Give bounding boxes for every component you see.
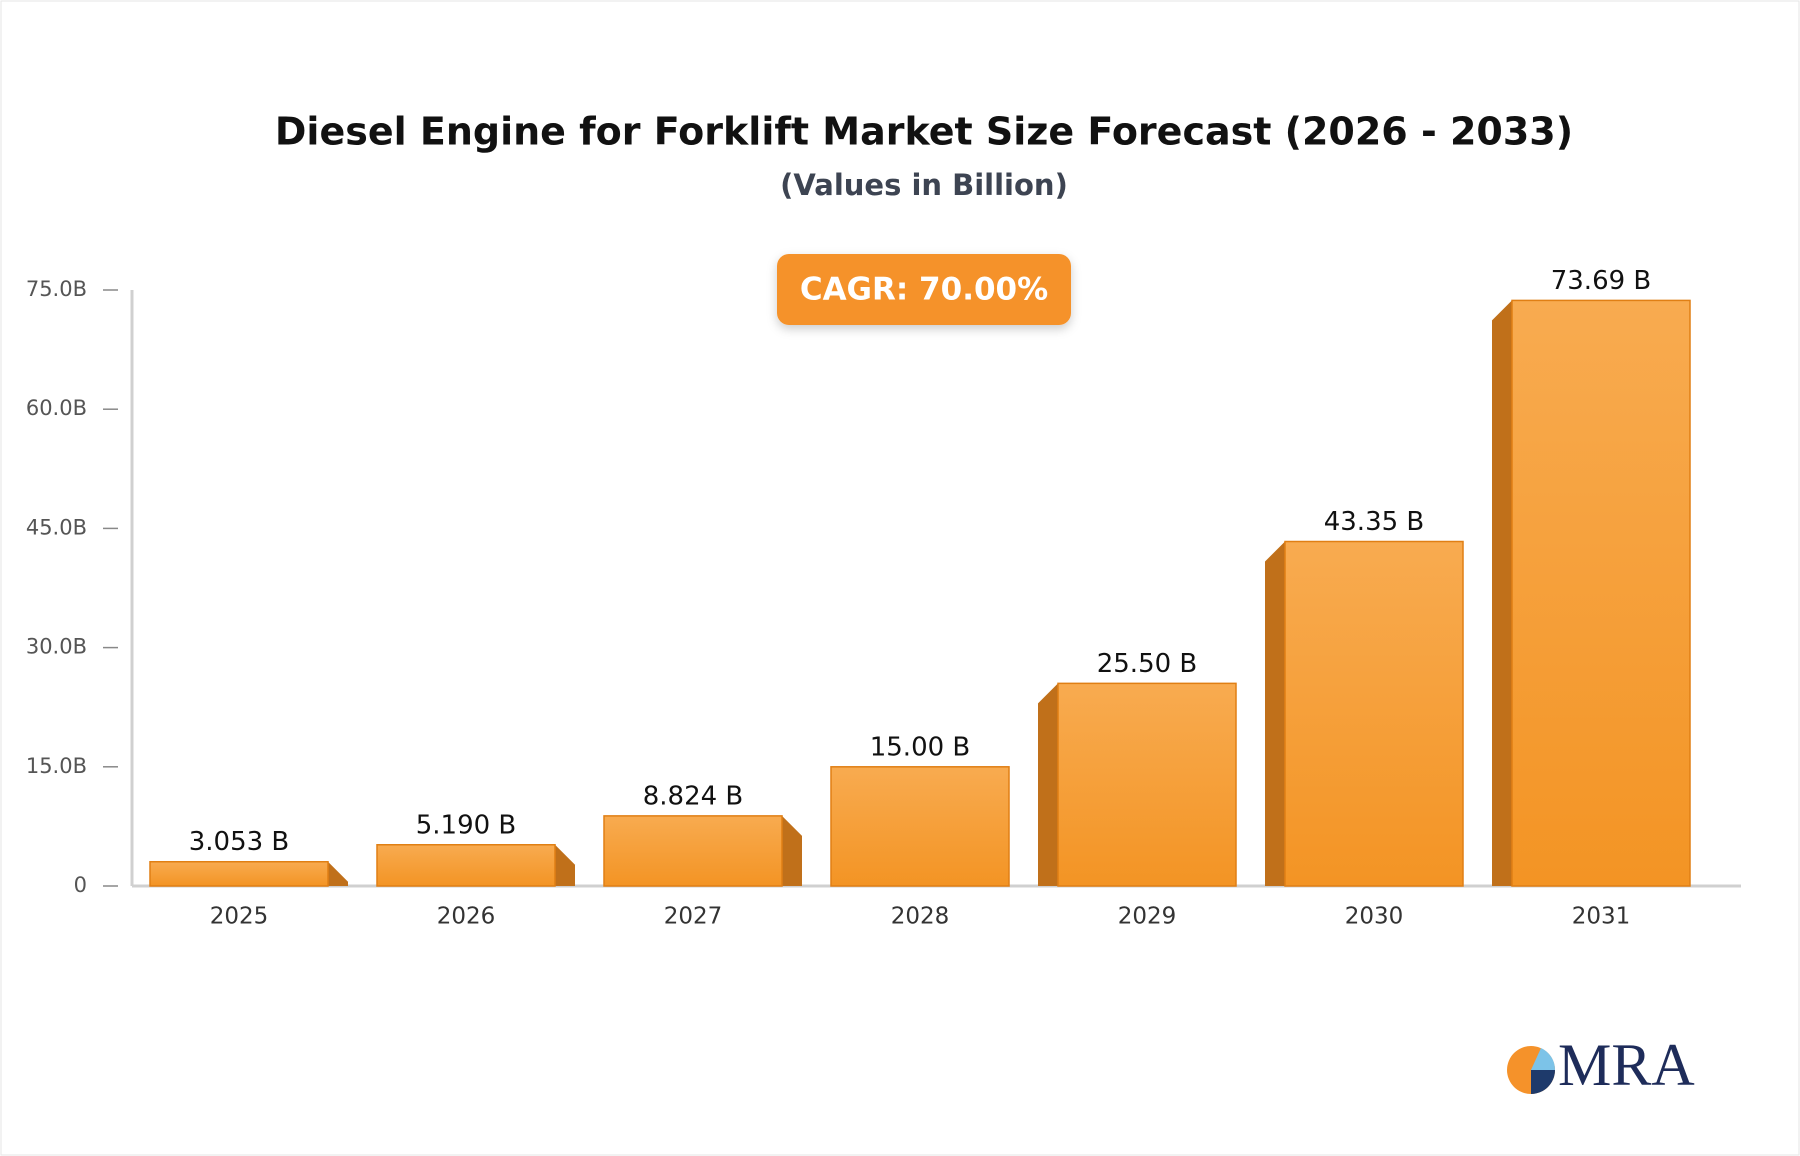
bar-side bbox=[1265, 541, 1285, 886]
x-tick-label: 2028 bbox=[891, 904, 950, 930]
bar-side bbox=[555, 844, 575, 886]
bar bbox=[830, 766, 1010, 887]
bar bbox=[603, 815, 783, 887]
bar bbox=[1057, 682, 1237, 887]
y-tick-label: 60.0B bbox=[26, 396, 87, 420]
bar-side bbox=[782, 815, 802, 886]
logo-icon-slice bbox=[1531, 1048, 1556, 1070]
x-tick-label: 2031 bbox=[1572, 904, 1631, 930]
bar bbox=[149, 860, 329, 887]
value-label: 25.50 B bbox=[1097, 649, 1198, 679]
x-tick-label: 2025 bbox=[210, 904, 269, 930]
bar-side bbox=[328, 861, 348, 886]
cagr-text: CAGR: 70.00% bbox=[800, 272, 1048, 308]
cagr-badge bbox=[777, 254, 1071, 325]
bar bbox=[376, 844, 556, 887]
x-tick-label: 2030 bbox=[1345, 904, 1404, 930]
value-label: 43.35 B bbox=[1324, 507, 1425, 537]
bar bbox=[1284, 540, 1464, 887]
logo: MRA bbox=[1507, 1032, 1695, 1098]
y-tick-label: 0 bbox=[74, 873, 87, 897]
chart-title: Diesel Engine for Forklift Market Size F… bbox=[275, 110, 1573, 154]
value-label: 3.053 B bbox=[189, 827, 290, 857]
logo-text: MRA bbox=[1558, 1032, 1695, 1098]
value-label: 73.69 B bbox=[1551, 266, 1652, 296]
y-tick-label: 45.0B bbox=[26, 515, 87, 539]
bar bbox=[1511, 299, 1691, 887]
y-tick-label: 30.0B bbox=[26, 635, 87, 659]
chart-subtitle: (Values in Billion) bbox=[780, 168, 1068, 202]
y-tick-label: 75.0B bbox=[26, 277, 87, 301]
bar-side bbox=[1492, 300, 1512, 886]
value-label: 8.824 B bbox=[643, 781, 744, 811]
y-tick-label: 15.0B bbox=[26, 754, 87, 778]
x-tick-label: 2027 bbox=[664, 904, 723, 930]
bar-side bbox=[1038, 683, 1058, 886]
value-label: 5.190 B bbox=[416, 810, 517, 840]
x-tick-label: 2026 bbox=[437, 904, 496, 930]
value-label: 15.00 B bbox=[870, 732, 971, 762]
logo-icon-slice bbox=[1531, 1070, 1555, 1094]
x-tick-label: 2029 bbox=[1118, 904, 1177, 930]
